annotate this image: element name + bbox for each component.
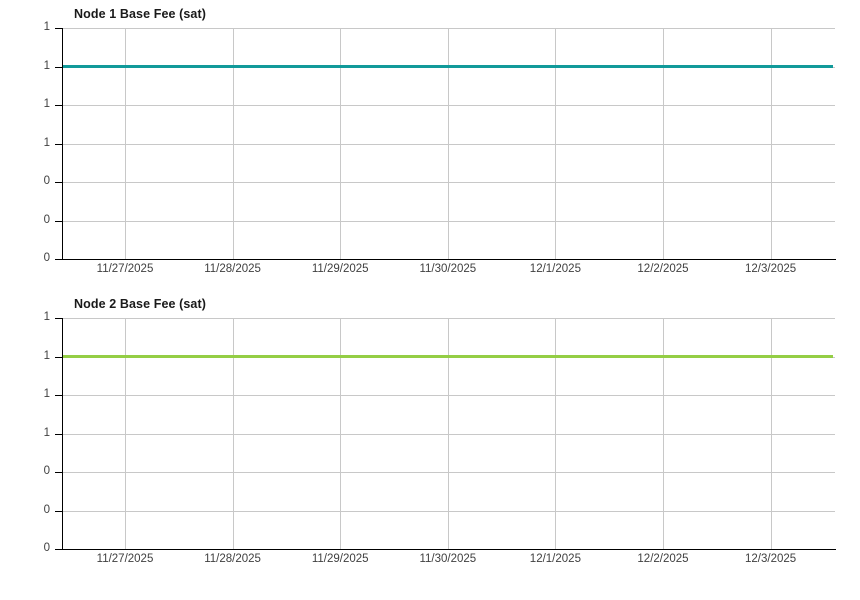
y-axis-tick [55,318,62,319]
y-axis-line-node-1 [62,28,63,260]
x-axis-tick-label: 12/2/2025 [637,553,689,565]
y-axis-tick [55,67,62,68]
chart-title-node-2: Node 2 Base Fee (sat) [74,297,207,311]
x-axis-tick-label: 11/28/2025 [204,553,261,565]
y-axis-tick [55,259,62,260]
chart-panel-node-1: Node 1 Base Fee (sat) 1 1 1 1 0 0 0 11/27/2025 1… [0,0,860,290]
x-axis-tick-label: 11/27/2025 [96,553,154,565]
x-axis-tick-label: 11/28/2025 [204,263,261,275]
y-axis-tick-label: 0 [43,214,50,226]
x-axis-tick-label: 11/30/2025 [419,553,477,565]
y-axis-tick [55,221,62,222]
gridline-vertical [125,28,126,259]
y-axis-tick [55,182,62,183]
x-axis-tick-label: 11/30/2025 [419,263,477,275]
gridline-vertical [555,28,556,259]
y-axis-tick-label: 1 [43,311,50,323]
y-axis-tick-label: 1 [43,21,50,33]
gridline-vertical [555,318,556,549]
gridline-vertical [448,318,449,549]
x-axis-tick-label: 12/1/2025 [529,553,581,565]
chart-panel-node-2: Node 2 Base Fee (sat) 1 1 1 1 0 0 0 11/27/2025 1… [0,290,860,580]
x-axis-tick-label: 11/29/2025 [311,553,369,565]
series-line [62,65,833,68]
y-axis-tick-label: 0 [43,175,50,187]
gridline-vertical [340,28,341,259]
y-axis-tick-label: 1 [43,350,50,362]
y-axis-tick-label: 0 [43,504,50,516]
x-axis-tick-label: 12/3/2025 [745,553,797,565]
x-axis-line-node-2 [62,549,836,550]
y-axis-tick [55,28,62,29]
x-axis-tick-label: 11/27/2025 [96,263,154,275]
y-axis-tick-label: 0 [43,252,50,264]
y-axis-tick [55,472,62,473]
x-axis-tick-label: 12/1/2025 [529,263,581,275]
gridline-vertical [340,318,341,549]
x-axis-tick-label: 12/2/2025 [637,263,689,275]
chart-title-node-1: Node 1 Base Fee (sat) [74,7,207,21]
y-axis-tick-label: 1 [43,98,50,110]
y-axis-tick [55,511,62,512]
y-axis-tick [55,105,62,106]
gridline-vertical [663,28,664,259]
y-axis-tick [55,434,62,435]
gridline-vertical [233,28,234,259]
gridline-vertical [771,28,772,259]
y-axis-tick [55,395,62,396]
x-axis-line-node-1 [62,259,836,260]
series-line [62,355,833,358]
y-axis-tick [55,357,62,358]
y-axis-tick [55,144,62,145]
gridline-vertical [771,318,772,549]
gridline-vertical [125,318,126,549]
y-axis-line-node-2 [62,318,63,550]
y-axis-tick-label: 0 [43,542,50,554]
plot-area-node-2 [62,318,835,550]
y-axis-tick-label: 0 [43,465,50,477]
gridline-vertical [448,28,449,259]
y-axis-tick-label: 1 [43,60,50,72]
y-axis-tick [55,549,62,550]
plot-area-node-1 [62,28,835,260]
y-axis-tick-label: 1 [43,137,50,149]
gridline-vertical [233,318,234,549]
x-axis-tick-label: 11/29/2025 [311,263,369,275]
y-axis-tick-label: 1 [43,388,50,400]
x-axis-tick-label: 12/3/2025 [745,263,797,275]
gridline-vertical [663,318,664,549]
y-axis-tick-label: 1 [43,427,50,439]
